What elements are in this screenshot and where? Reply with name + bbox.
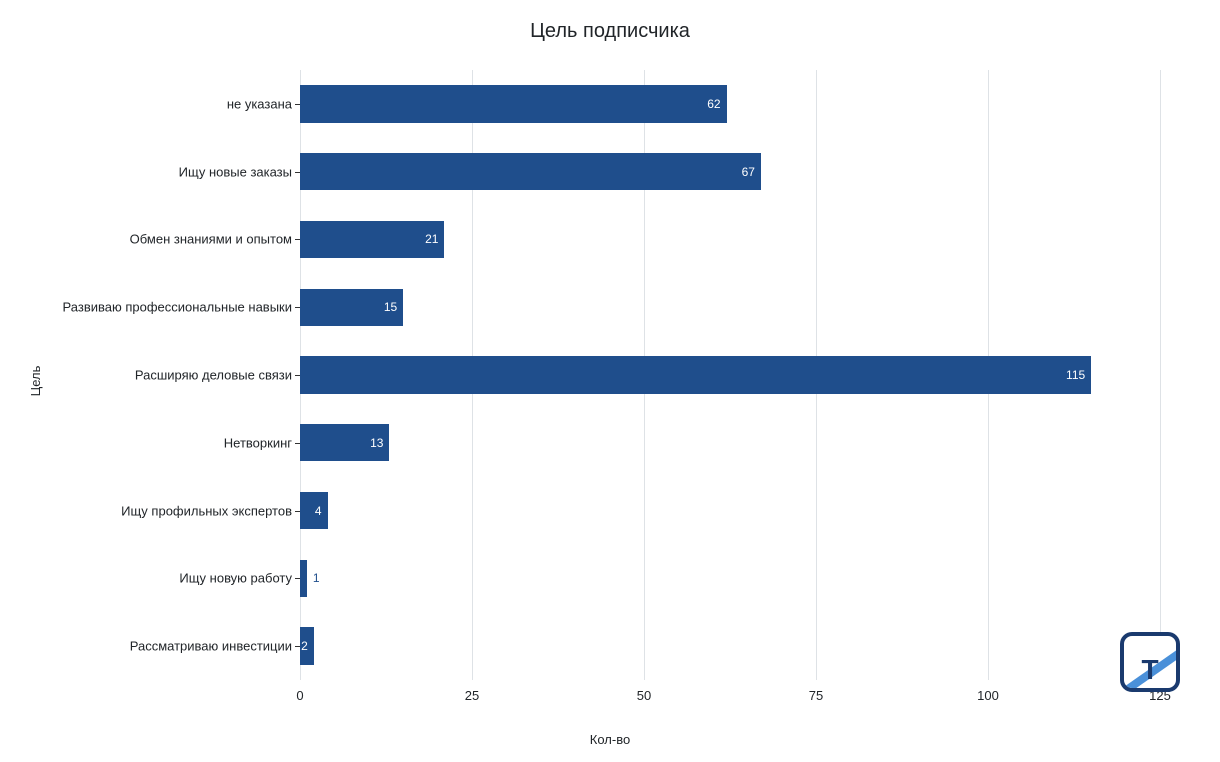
bar: 15 — [300, 289, 403, 326]
x-tick-label: 100 — [977, 680, 999, 703]
plot-area: 0255075100125не указана62Ищу новые заказ… — [300, 70, 1160, 680]
bar: 115 — [300, 356, 1091, 393]
category-label: Ищу новую работу — [179, 571, 300, 586]
bar-value-label: 1 — [313, 571, 320, 585]
bar: 21 — [300, 221, 444, 258]
bar-value-label: 115 — [1066, 368, 1085, 382]
brand-logo-box: T — [1120, 632, 1180, 692]
bar-value-label: 15 — [384, 300, 397, 314]
bar: 4 — [300, 492, 328, 529]
brand-logo: T — [1120, 632, 1180, 692]
bar-value-label: 67 — [742, 165, 755, 179]
category-label: Обмен знаниями и опытом — [130, 232, 300, 247]
brand-logo-letter: T — [1141, 656, 1158, 684]
x-tick-label: 25 — [465, 680, 479, 703]
x-tick-label: 75 — [809, 680, 823, 703]
bar: 13 — [300, 424, 389, 461]
category-label: Развиваю профессиональные навыки — [63, 300, 300, 315]
x-tick-label: 0 — [296, 680, 303, 703]
bar-value-label: 62 — [707, 97, 720, 111]
category-label: Рассматриваю инвестиции — [130, 639, 300, 654]
bar: 2 — [300, 627, 314, 664]
chart-title: Цель подписчика — [0, 20, 1220, 43]
gridline — [1160, 70, 1161, 680]
category-label: Нетворкинг — [224, 435, 300, 450]
chart-container: Цель подписчика Цель Кол-во 0 25 50 75 100 1 2… — [0, 0, 1220, 762]
bar-value-label: 4 — [315, 504, 322, 518]
category-label: Ищу новые заказы — [179, 164, 300, 179]
bar: 1 — [300, 560, 307, 597]
bar-value-label: 13 — [370, 436, 383, 450]
bar: 67 — [300, 153, 761, 190]
category-label: не указана — [227, 96, 300, 111]
y-axis-title: Цель — [28, 366, 43, 397]
x-tick-label: 50 — [637, 680, 651, 703]
x-axis-title: Кол-во — [0, 732, 1220, 747]
bar-value-label: 21 — [425, 232, 438, 246]
bar: 62 — [300, 85, 727, 122]
category-label: Ищу профильных экспертов — [121, 503, 300, 518]
category-label: Расширяю деловые связи — [135, 368, 300, 383]
bar-value-label: 2 — [301, 639, 308, 653]
